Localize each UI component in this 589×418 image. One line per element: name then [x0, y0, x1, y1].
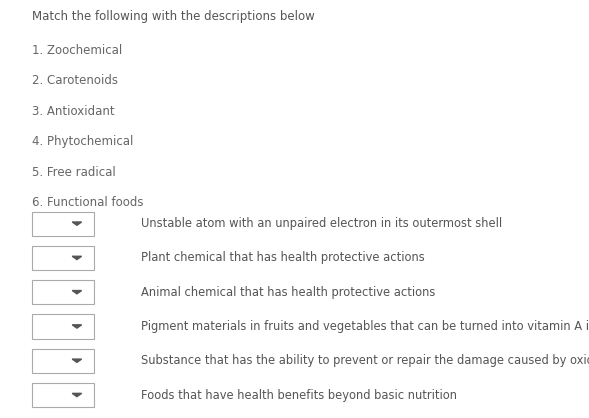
Text: Foods that have health benefits beyond basic nutrition: Foods that have health benefits beyond b… — [141, 388, 458, 402]
Polygon shape — [72, 393, 82, 397]
FancyBboxPatch shape — [32, 314, 94, 339]
Text: 6. Functional foods: 6. Functional foods — [32, 196, 144, 209]
Text: Unstable atom with an unpaired electron in its outermost shell: Unstable atom with an unpaired electron … — [141, 217, 502, 230]
Text: 4. Phytochemical: 4. Phytochemical — [32, 135, 134, 148]
Polygon shape — [72, 291, 82, 294]
Polygon shape — [72, 325, 82, 328]
Text: Match the following with the descriptions below: Match the following with the description… — [32, 10, 315, 23]
Polygon shape — [72, 359, 82, 362]
FancyBboxPatch shape — [32, 246, 94, 270]
FancyBboxPatch shape — [32, 383, 94, 407]
Polygon shape — [72, 222, 82, 225]
Text: Plant chemical that has health protective actions: Plant chemical that has health protectiv… — [141, 251, 425, 265]
Text: Pigment materials in fruits and vegetables that can be turned into vitamin A in : Pigment materials in fruits and vegetabl… — [141, 320, 589, 333]
Text: 2. Carotenoids: 2. Carotenoids — [32, 74, 118, 87]
Text: Substance that has the ability to prevent or repair the damage caused by oxidati: Substance that has the ability to preven… — [141, 354, 589, 367]
Text: Animal chemical that has health protective actions: Animal chemical that has health protecti… — [141, 285, 436, 299]
Polygon shape — [72, 256, 82, 260]
Text: 1. Zoochemical: 1. Zoochemical — [32, 44, 123, 57]
FancyBboxPatch shape — [32, 349, 94, 373]
FancyBboxPatch shape — [32, 212, 94, 236]
Text: 5. Free radical: 5. Free radical — [32, 166, 116, 179]
FancyBboxPatch shape — [32, 280, 94, 304]
Text: 3. Antioxidant: 3. Antioxidant — [32, 105, 115, 118]
